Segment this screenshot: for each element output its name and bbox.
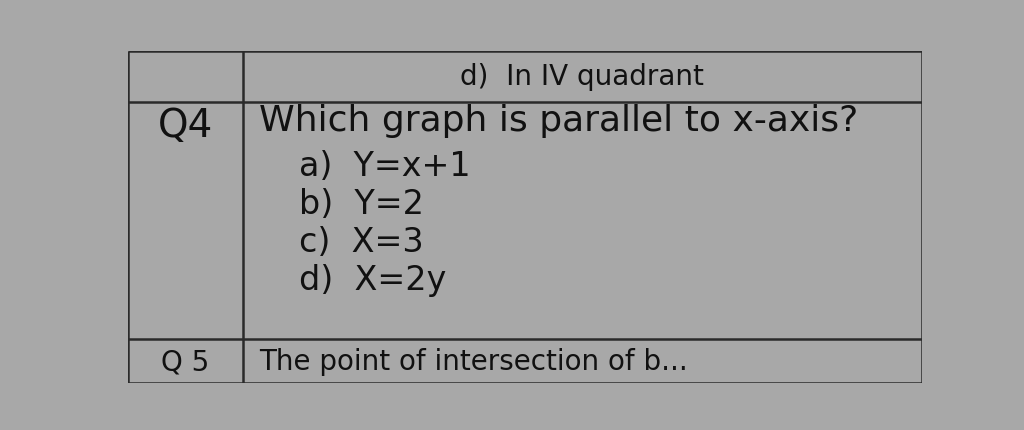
Text: b)  Y=2: b) Y=2 (299, 187, 424, 220)
Text: d)  X=2y: d) X=2y (299, 264, 446, 297)
Text: The point of intersection of b...: The point of intersection of b... (259, 347, 688, 375)
Text: d)  In IV quadrant: d) In IV quadrant (461, 63, 705, 91)
Text: Which graph is parallel to x-axis?: Which graph is parallel to x-axis? (259, 104, 858, 138)
Text: a)  Y=x+1: a) Y=x+1 (299, 149, 470, 182)
Text: Q4: Q4 (158, 107, 213, 145)
Text: c)  X=3: c) X=3 (299, 225, 423, 258)
Text: Q 5: Q 5 (162, 347, 210, 375)
